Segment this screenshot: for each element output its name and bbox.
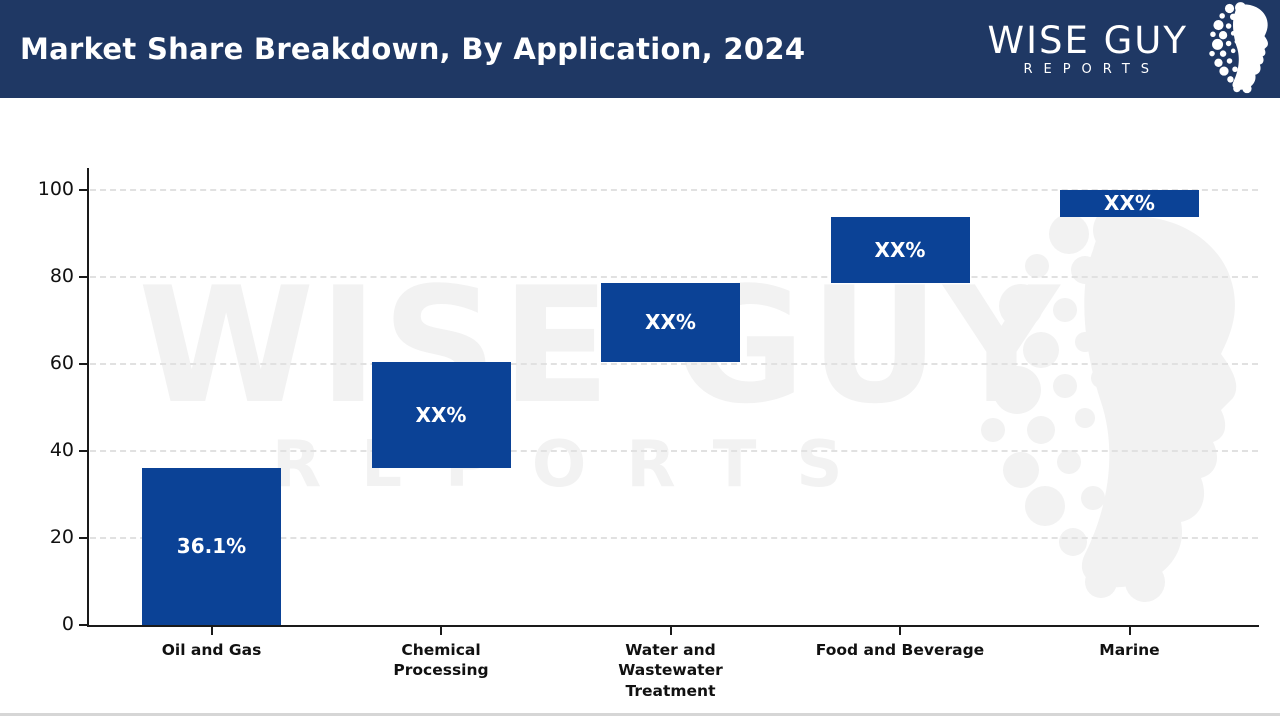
y-tick-mark <box>79 363 88 365</box>
x-tick-mark <box>899 627 901 635</box>
bar: XX% <box>1060 190 1199 217</box>
y-axis <box>87 168 89 627</box>
bar-label: XX% <box>415 402 467 427</box>
gridline <box>90 189 1258 191</box>
watermark-text-line1: WISE GUY <box>138 252 1064 439</box>
y-tick-mark <box>79 537 88 539</box>
wiseguy-logo: WISE GUY REPORTS <box>988 0 1270 98</box>
x-category-label: Marine <box>1099 641 1160 659</box>
bar-label: 36.1% <box>176 534 247 559</box>
watermark-text-line2: REPORTS <box>272 428 883 502</box>
gridline <box>90 363 1258 365</box>
y-tick-label: 20 <box>49 526 74 548</box>
x-category-label: Food and Beverage <box>815 641 985 659</box>
y-tick-mark <box>79 276 88 278</box>
y-tick-label: 80 <box>49 265 74 287</box>
x-category-label: Water and Wastewater Treatment <box>618 641 723 700</box>
header: Market Share Breakdown, By Application, … <box>0 0 1280 98</box>
logo-wordmark: WISE GUY <box>987 18 1188 62</box>
x-tick-mark <box>669 627 672 635</box>
y-tick-mark <box>79 450 88 452</box>
logo-text: WISE GUY REPORTS <box>988 22 1188 77</box>
x-tick-mark <box>210 627 213 635</box>
x-tick-mark <box>1128 627 1131 635</box>
page-title: Market Share Breakdown, By Application, … <box>20 32 806 66</box>
y-tick-mark <box>79 189 88 191</box>
y-tick-label: 60 <box>49 352 74 374</box>
bar-label: XX% <box>874 238 926 263</box>
x-tick-mark <box>440 627 442 635</box>
x-axis <box>87 625 1259 627</box>
gridline <box>90 537 1258 539</box>
x-category-label: Chemical Processing <box>393 641 489 680</box>
dotted-face-profile-icon <box>1209 2 1268 94</box>
bar-label: XX% <box>645 310 696 335</box>
bar: XX% <box>371 361 511 468</box>
y-tick-label: 40 <box>49 439 74 461</box>
y-tick-label: 100 <box>37 178 74 200</box>
bar: XX% <box>830 216 970 284</box>
logo-subtitle: REPORTS <box>1023 61 1161 77</box>
bar-label: XX% <box>1104 191 1155 216</box>
y-tick-mark <box>79 624 88 626</box>
bottom-divider <box>0 713 1280 716</box>
x-category-label: Oil and Gas <box>161 641 262 659</box>
bar: 36.1% <box>142 467 281 625</box>
bar: XX% <box>601 283 740 362</box>
y-tick-label: 0 <box>61 613 74 635</box>
gridline <box>90 450 1258 452</box>
gridline <box>90 276 1258 278</box>
